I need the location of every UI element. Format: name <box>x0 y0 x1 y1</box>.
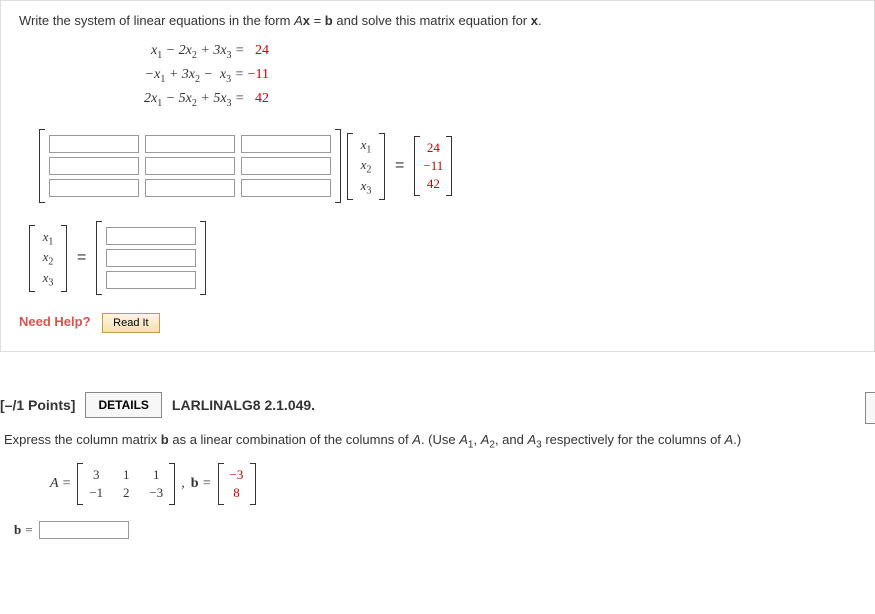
A-input-r3c2[interactable] <box>145 179 235 197</box>
eq3-rhs: 42 <box>255 91 269 106</box>
q1-prompt-text-1: Write the system of linear equations in … <box>19 13 294 28</box>
A-input-r1c3[interactable] <box>241 135 331 153</box>
eq1-rhs: 24 <box>255 43 269 58</box>
A-r2c2: 2 <box>116 485 136 501</box>
q2-header: [–/1 Points] DETAILS LARLINALG8 2.1.049. <box>0 392 867 418</box>
x-sol-r3[interactable] <box>106 271 196 289</box>
q2-given: A = 3 1 1 −1 2 −3 , b = −3 8 <box>50 463 867 505</box>
A-matrix-display: 3 1 1 −1 2 −3 <box>77 463 175 505</box>
b-vector-display: 24 −11 42 <box>414 136 452 196</box>
q1-prompt-dot: . <box>538 13 542 28</box>
x2-label-2: x2 <box>38 249 58 268</box>
q2-pt-d: A <box>412 432 421 447</box>
A-input-r2c2[interactable] <box>145 157 235 175</box>
right-stub-button[interactable] <box>865 392 875 424</box>
A-r2c3: −3 <box>146 485 166 501</box>
x-vector-display-2: x1 x2 x3 <box>29 225 67 293</box>
A-r1c3: 1 <box>146 467 166 483</box>
q1-equations: x1 − 2x2 + 3x3 = 24 −x1 + 3x2 − x3 = −11… <box>69 40 856 111</box>
A-input-r1c2[interactable] <box>145 135 235 153</box>
x-vector-display: x1 x2 x3 <box>347 133 385 201</box>
q2-pt-g: and <box>502 432 527 447</box>
q2-pt-b: b <box>161 432 169 447</box>
q2-points: [–/1 Points] <box>0 397 75 413</box>
x1-label-2: x1 <box>38 229 58 248</box>
q2-pt-k: .) <box>733 432 741 447</box>
A-input-r3c1[interactable] <box>49 179 139 197</box>
A-label: A = <box>50 476 71 492</box>
A-input-r2c1[interactable] <box>49 157 139 175</box>
A-input-r3c3[interactable] <box>241 179 331 197</box>
q2-prompt: Express the column matrix b as a linear … <box>4 432 867 451</box>
q2-pt-j: A <box>725 432 734 447</box>
q1-matrix-equation: x1 x2 x3 = 24 −11 42 <box>39 129 856 203</box>
need-help-label: Need Help? <box>19 314 91 329</box>
x-sol-r2[interactable] <box>106 249 196 267</box>
need-help-row: Need Help? Read It <box>19 313 856 333</box>
eq2-rhs: −11 <box>248 67 269 82</box>
A-input-r2c3[interactable] <box>241 157 331 175</box>
A-input-r1c1[interactable] <box>49 135 139 153</box>
ans-b-label: b = <box>14 522 33 538</box>
q2-ref: LARLINALG8 2.1.049. <box>172 397 315 413</box>
x-sol-r1[interactable] <box>106 227 196 245</box>
comma: , <box>181 476 185 492</box>
x-solution-inputs <box>96 221 206 295</box>
b-answer-input[interactable] <box>39 521 129 539</box>
A-r2c1: −1 <box>86 485 106 501</box>
q2-pt-i: respectively for the columns of <box>542 432 725 447</box>
b-r3: 42 <box>423 176 443 192</box>
A-r1c1: 3 <box>86 467 106 483</box>
equals-sign-2: = <box>73 249 90 267</box>
details-button[interactable]: DETAILS <box>85 392 161 418</box>
q2-pt-e: . (Use <box>421 432 459 447</box>
x1-label: x1 <box>356 137 376 156</box>
x3-label-2: x3 <box>38 270 58 289</box>
b2-r1: −3 <box>227 467 247 483</box>
b-r2: −11 <box>423 158 443 174</box>
q1-prompt-text-2: and solve this matrix equation for <box>333 13 531 28</box>
A-r1c2: 1 <box>116 467 136 483</box>
b-r1: 24 <box>423 140 443 156</box>
equals-sign: = <box>391 157 408 175</box>
q2-pt-a: Express the column matrix <box>4 432 161 447</box>
b-label: b = <box>191 476 212 492</box>
question-1-panel: Write the system of linear equations in … <box>0 0 875 352</box>
q2-answer-line: b = <box>14 521 867 539</box>
b-vector-q2: −3 8 <box>218 463 256 505</box>
q1-prompt: Write the system of linear equations in … <box>19 13 856 28</box>
A-input-matrix <box>39 129 341 203</box>
b2-r2: 8 <box>227 485 247 501</box>
question-2-block: [–/1 Points] DETAILS LARLINALG8 2.1.049.… <box>0 392 875 539</box>
q1-solution-equation: x1 x2 x3 = <box>29 221 856 295</box>
read-it-button[interactable]: Read It <box>102 313 159 333</box>
q2-pt-c: as a linear combination of the columns o… <box>169 432 413 447</box>
x3-label: x3 <box>356 178 376 197</box>
x2-label: x2 <box>356 157 376 176</box>
